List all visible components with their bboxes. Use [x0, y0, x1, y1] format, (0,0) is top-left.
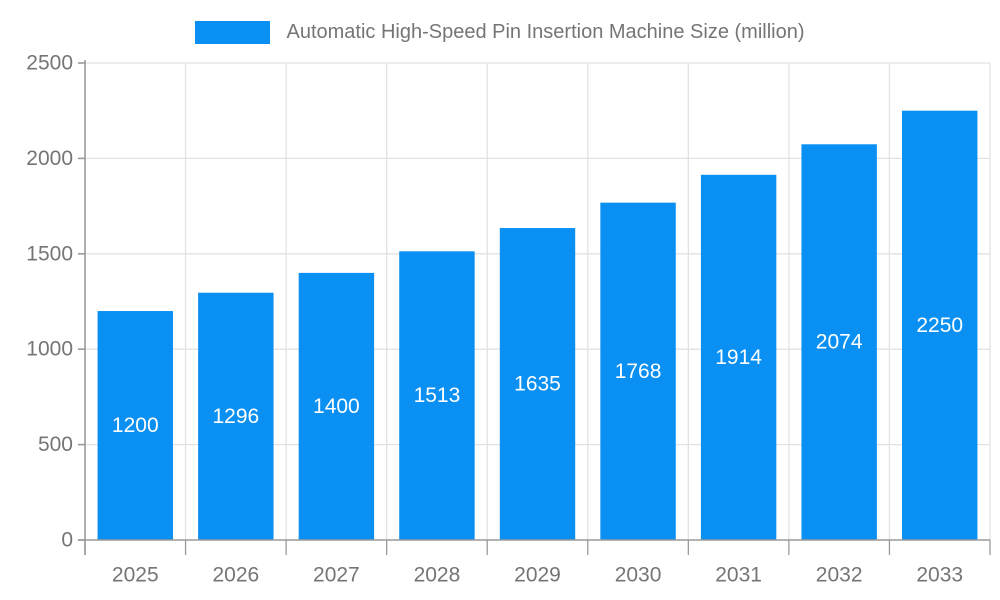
y-tick-label: 500: [38, 433, 73, 456]
bar-2030[interactable]: [600, 202, 676, 541]
x-tick-label: 2033: [916, 564, 963, 587]
x-tick-label: 2030: [615, 564, 662, 587]
bar-2029[interactable]: [499, 228, 576, 541]
bar-value-label: 1513: [414, 384, 461, 407]
bar-value-label: 1914: [715, 346, 762, 369]
bar-value-label: 2074: [816, 331, 863, 354]
bar-value-label: 2250: [916, 314, 963, 337]
bar-value-label: 1296: [212, 405, 259, 428]
y-tick-label: 2000: [26, 147, 73, 170]
bar-value-label: 1200: [112, 414, 159, 437]
x-tick-label: 2029: [514, 564, 561, 587]
y-tick-label: 2500: [26, 52, 73, 75]
x-tick-label: 2031: [715, 564, 762, 587]
bar-value-label: 1400: [313, 395, 360, 418]
legend-label[interactable]: Automatic High-Speed Pin Insertion Machi…: [286, 20, 805, 43]
bar-2032[interactable]: [801, 144, 877, 540]
x-tick-label: 2027: [313, 564, 360, 587]
bar-2028[interactable]: [399, 251, 475, 541]
x-tick-label: 2032: [816, 564, 863, 587]
y-tick-label: 1500: [26, 242, 73, 265]
x-tick-label: 2026: [212, 564, 259, 587]
legend-swatch[interactable]: [195, 20, 271, 44]
y-tick-label: 1000: [26, 338, 73, 361]
bar-2025[interactable]: [97, 311, 173, 540]
x-tick-label: 2025: [112, 564, 159, 587]
bar-value-label: 1768: [615, 360, 662, 383]
bar-2027[interactable]: [298, 272, 375, 540]
bar-value-label: 1635: [514, 373, 561, 396]
bar-2026[interactable]: [198, 292, 274, 540]
x-tick-label: 2028: [414, 564, 461, 587]
legend: Automatic High-Speed Pin Insertion Machi…: [0, 14, 1000, 50]
bar-2033[interactable]: [902, 110, 978, 540]
bar-2031[interactable]: [700, 174, 777, 540]
y-tick-label: 0: [61, 529, 73, 552]
